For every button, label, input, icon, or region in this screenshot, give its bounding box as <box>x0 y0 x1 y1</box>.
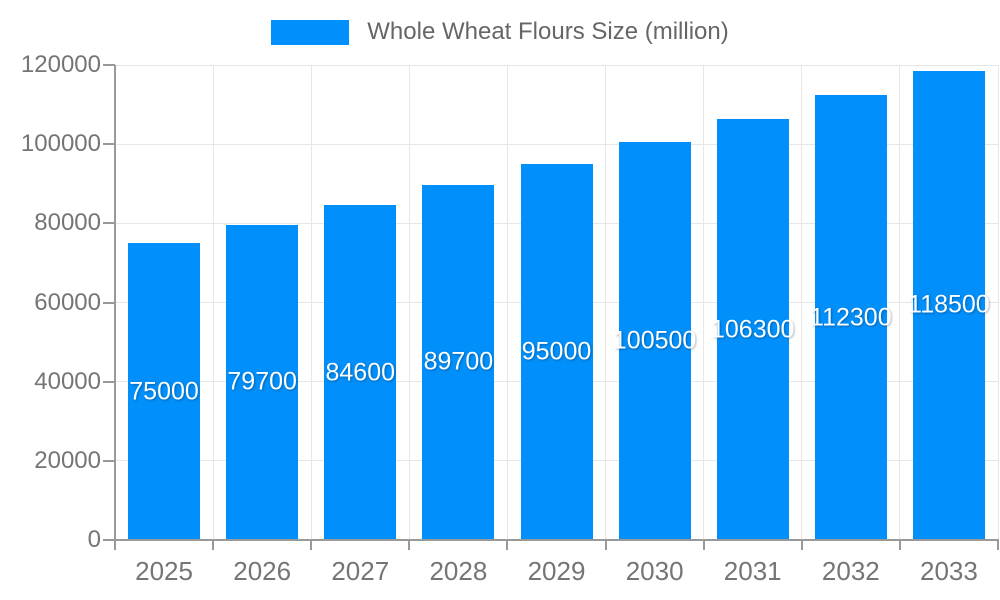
y-tick-label: 0 <box>87 526 101 553</box>
x-tick <box>702 540 705 550</box>
bar[interactable]: 84600 <box>324 205 397 540</box>
bar-value-label: 75000 <box>129 377 199 406</box>
v-gridline <box>310 65 312 540</box>
bar[interactable]: 75000 <box>128 243 201 540</box>
v-gridline <box>408 65 410 540</box>
plot-area: 75000 79700 84600 89700 95000 100500 106300 112… <box>115 64 999 540</box>
x-tick-label: 2029 <box>527 556 586 586</box>
legend-item[interactable]: Whole Wheat Flours Size (million) <box>271 18 729 46</box>
y-tick-label: 40000 <box>34 367 101 395</box>
x-tick-label: 2028 <box>429 556 488 586</box>
x-tick-label: 2026 <box>233 556 292 586</box>
y-tick <box>103 380 115 383</box>
x-tick <box>212 540 215 550</box>
x-tick-label: 2033 <box>920 556 978 586</box>
y-tick <box>103 459 115 462</box>
bar-value-label: 79700 <box>227 367 297 396</box>
y-tick-label: 120000 <box>20 51 101 78</box>
x-tick-label: 2025 <box>135 556 193 586</box>
x-tick-label: 2031 <box>723 556 782 586</box>
bar-value-label: 118500 <box>908 290 990 319</box>
y-tick-label: 60000 <box>34 288 101 316</box>
v-gridline <box>899 65 901 540</box>
x-axis-line <box>113 539 999 541</box>
y-tick-label: 100000 <box>20 130 101 158</box>
v-gridline <box>703 65 705 540</box>
y-axis: 0 20000 40000 60000 80000 100000 120000 <box>0 51 115 553</box>
bar-value-label: 100500 <box>612 326 697 355</box>
bar-value-label: 112300 <box>810 303 892 332</box>
h-gridline <box>115 64 998 66</box>
bar-value-label: 106300 <box>711 315 795 344</box>
bar-value-label: 95000 <box>521 337 592 366</box>
x-tick <box>997 540 999 550</box>
x-tick <box>898 540 901 550</box>
bar[interactable]: 79700 <box>226 224 299 540</box>
y-tick <box>103 301 115 304</box>
bar[interactable]: 95000 <box>520 163 593 540</box>
y-tick <box>103 143 115 146</box>
x-tick-label: 2032 <box>821 556 880 586</box>
v-gridline <box>605 65 607 540</box>
y-axis-line <box>114 65 116 542</box>
y-tick <box>103 222 115 225</box>
v-gridline <box>801 65 803 540</box>
x-tick <box>114 540 116 550</box>
x-tick-label: 2027 <box>331 556 390 586</box>
x-tick <box>408 540 411 550</box>
v-gridline <box>212 65 214 540</box>
y-tick-label: 80000 <box>34 209 101 237</box>
v-gridline <box>506 65 508 540</box>
bar[interactable]: 100500 <box>613 142 696 540</box>
x-axis: 2025 2026 2027 2028 2029 2030 2031 2032 2033 <box>114 540 999 600</box>
x-tick <box>604 540 607 550</box>
x-tick <box>506 540 509 550</box>
y-tick-label: 20000 <box>34 446 101 474</box>
x-tick <box>310 540 313 550</box>
bar[interactable]: 118500 <box>908 70 990 540</box>
v-gridline <box>997 65 999 540</box>
bar[interactable]: 106300 <box>711 119 794 540</box>
x-tick <box>800 540 803 550</box>
bar[interactable]: 89700 <box>422 184 495 540</box>
y-tick <box>103 539 115 541</box>
x-tick-label: 2030 <box>625 556 684 586</box>
bar-value-label: 89700 <box>423 347 494 376</box>
bar[interactable]: 112300 <box>810 95 892 540</box>
legend: Whole Wheat Flours Size (million) <box>0 18 1000 46</box>
legend-swatch-icon <box>271 19 350 45</box>
y-tick <box>103 64 115 66</box>
bar-value-label: 84600 <box>325 358 396 387</box>
legend-label: Whole Wheat Flours Size (million) <box>367 18 729 45</box>
h-gridline <box>115 143 998 145</box>
